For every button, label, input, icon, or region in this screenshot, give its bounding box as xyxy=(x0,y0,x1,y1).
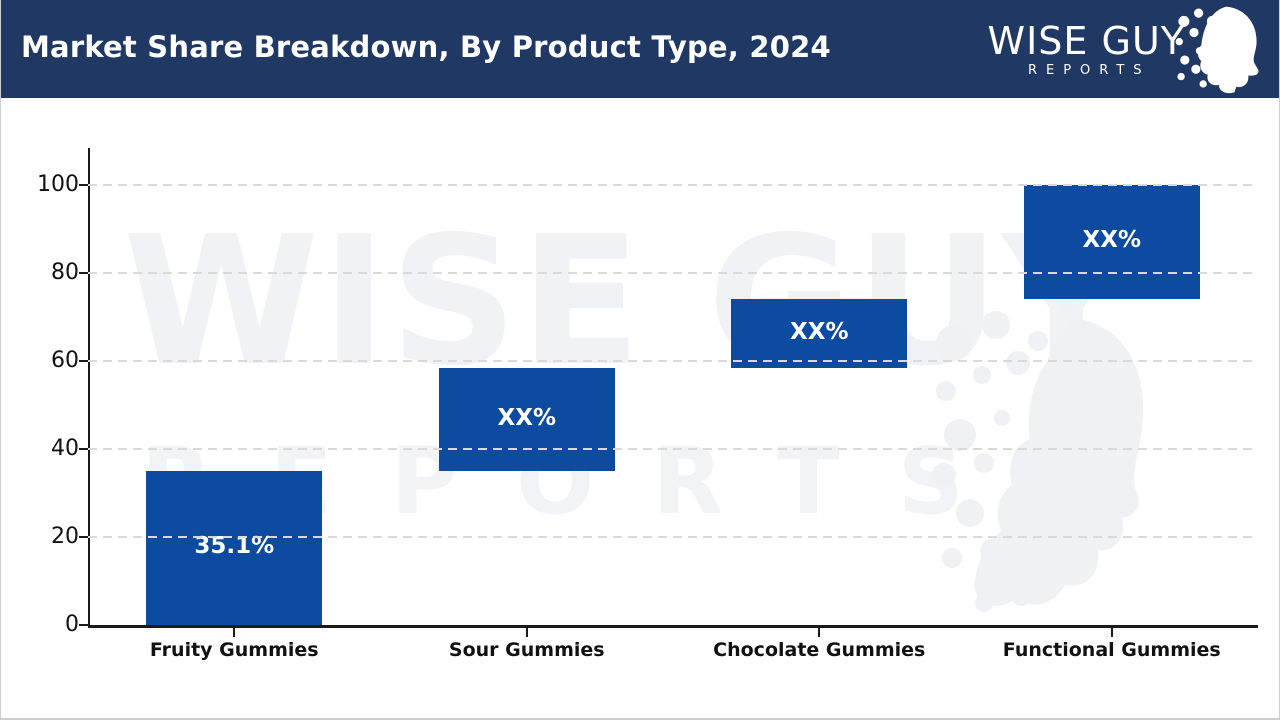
x-tick-mark xyxy=(233,628,236,637)
y-tick-mark xyxy=(79,184,88,186)
x-tick-label: Sour Gummies xyxy=(448,639,605,661)
x-tick-label: Fruity Gummies xyxy=(149,639,319,661)
y-tick-mark xyxy=(79,536,88,538)
gridline-20 xyxy=(88,536,1258,538)
page-title: Market Share Breakdown, By Product Type,… xyxy=(21,30,831,64)
bar-value-label: XX% xyxy=(1082,227,1141,254)
x-tick-mark xyxy=(818,628,821,637)
gridline-60 xyxy=(88,360,1258,362)
x-tick-mark xyxy=(525,628,528,637)
y-tick-mark xyxy=(79,360,88,362)
y-tick-label: 0 xyxy=(65,612,79,637)
y-tick-label: 20 xyxy=(51,524,79,549)
y-axis-spine xyxy=(88,148,90,628)
bar-fruity-gummies: 35.1% xyxy=(146,470,323,625)
x-tick-label: Functional Gummies xyxy=(1002,639,1221,661)
brand-logo-text: WISE GUY REPORTS xyxy=(988,21,1185,78)
y-tick-label: 80 xyxy=(51,260,79,285)
header-bar: Market Share Breakdown, By Product Type,… xyxy=(1,0,1279,98)
plot-area: WISE GUY REPORTS 0 20 40 60 80 100 35.1% Fruity… xyxy=(1,98,1279,718)
x-axis-spine xyxy=(88,625,1258,628)
y-tick-mark xyxy=(79,272,88,274)
brand-subtitle: REPORTS xyxy=(1027,62,1151,78)
brand-name: WISE GUY xyxy=(987,18,1185,63)
dotted-head-icon xyxy=(1175,6,1259,94)
gridline-80 xyxy=(88,272,1258,274)
brand-logo: WISE GUY REPORTS xyxy=(988,3,1263,95)
y-tick-mark xyxy=(79,448,88,450)
y-tick-label: 40 xyxy=(51,436,79,461)
watermark-head-icon xyxy=(932,295,1144,612)
bar-value-label: XX% xyxy=(497,404,556,431)
bar-value-label: XX% xyxy=(789,318,849,345)
bar-sour-gummies: XX% xyxy=(438,368,615,471)
x-tick-mark xyxy=(1110,628,1113,637)
gridline-40 xyxy=(88,448,1258,450)
bar-chocolate-gummies: XX% xyxy=(731,299,908,369)
y-tick-label: 100 xyxy=(37,172,79,197)
y-tick-label: 60 xyxy=(51,348,79,373)
y-tick-mark xyxy=(79,624,88,626)
x-tick-label: Chocolate Gummies xyxy=(713,639,926,661)
bar-functional-gummies: XX% xyxy=(1023,185,1200,300)
watermark-text-1: WISE GUY xyxy=(123,198,1133,405)
gridline-100 xyxy=(88,184,1258,186)
